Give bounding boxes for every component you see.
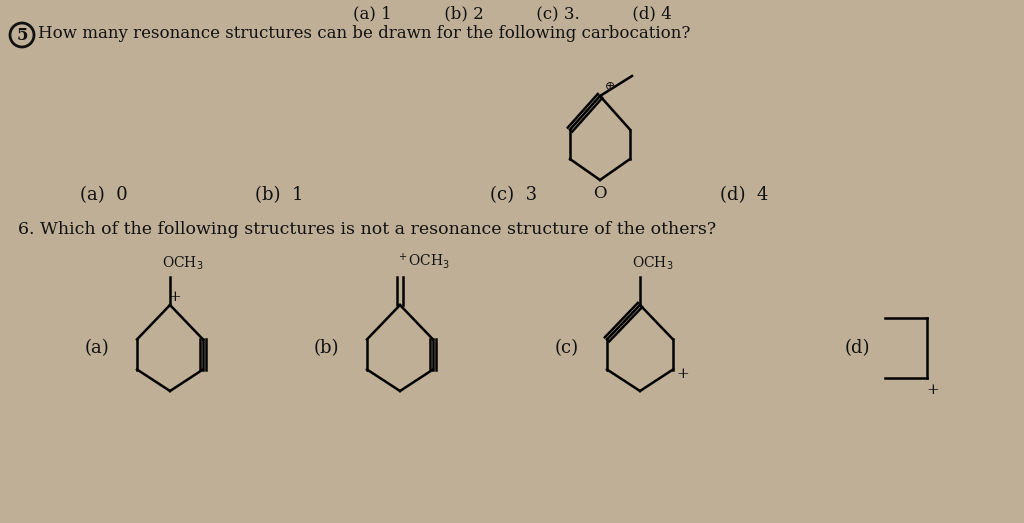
Text: (b)  1: (b) 1: [255, 186, 303, 204]
Text: 6. Which of the following structures is not a resonance structure of the others?: 6. Which of the following structures is …: [18, 221, 716, 238]
Text: (a) 1          (b) 2          (c) 3.          (d) 4: (a) 1 (b) 2 (c) 3. (d) 4: [352, 5, 672, 22]
Text: 5: 5: [16, 27, 28, 43]
Text: (b): (b): [313, 339, 339, 357]
Text: (d): (d): [845, 339, 870, 357]
Text: (c): (c): [555, 339, 579, 357]
Text: How many resonance structures can be drawn for the following carbocation?: How many resonance structures can be dra…: [38, 25, 690, 41]
Text: ⊕: ⊕: [605, 79, 615, 93]
Text: +: +: [677, 368, 689, 381]
Text: +: +: [927, 383, 939, 397]
Text: (c)  3: (c) 3: [490, 186, 538, 204]
Text: (d)  4: (d) 4: [720, 186, 768, 204]
Text: (a): (a): [84, 339, 109, 357]
Text: OCH$_3$: OCH$_3$: [162, 254, 204, 272]
Text: OCH$_3$: OCH$_3$: [632, 254, 674, 272]
Text: O: O: [593, 185, 607, 201]
Text: $^+$OCH$_3$: $^+$OCH$_3$: [396, 251, 451, 271]
Text: (a)  0: (a) 0: [80, 186, 128, 204]
Text: +: +: [169, 290, 181, 304]
